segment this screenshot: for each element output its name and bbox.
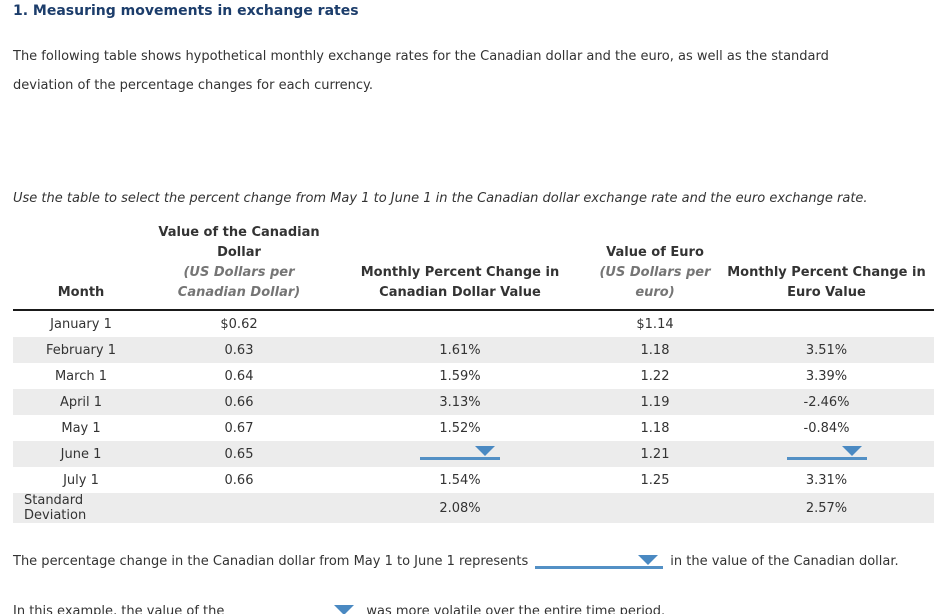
euro-pct-cell: -0.84% <box>803 420 850 436</box>
cad-pct-column-header: Monthly Percent Change in Canadian Dolla… <box>329 223 591 310</box>
cad-value-column-header: Value of the Canadian Dollar (US Dollars… <box>149 223 329 310</box>
cad-value-cell: 0.64 <box>224 368 254 384</box>
cad-value-cell: 0.66 <box>224 394 254 410</box>
cad-value-cell: 0.63 <box>224 342 254 358</box>
cad-pct-cell: 1.59% <box>439 368 481 384</box>
question-1-text-after: in the value of the Canadian dollar. <box>670 554 899 569</box>
month-cell: May 1 <box>61 420 101 436</box>
table-row-february: February 1 0.63 1.61% 1.18 3.51% <box>13 337 934 363</box>
euro-value-cell: 1.25 <box>640 472 670 488</box>
page-title: 1. Measuring movements in exchange rates <box>13 3 359 19</box>
euro-value-cell: 1.19 <box>640 394 670 410</box>
euro-value-header-label: Value of Euro <box>606 245 704 260</box>
euro-pct-cell <box>719 441 934 467</box>
euro-pct-header-label: Monthly Percent Change in Euro Value <box>727 265 926 300</box>
cad-value-cell: 0.65 <box>224 446 254 462</box>
month-cell: July 1 <box>63 472 99 488</box>
month-cell: June 1 <box>60 446 102 462</box>
chevron-down-icon <box>841 446 862 456</box>
euro-pct-cell: 3.39% <box>805 368 848 384</box>
cad-pct-header-label: Monthly Percent Change in Canadian Dolla… <box>360 265 560 300</box>
question-1: The percentage change in the Canadian do… <box>13 551 934 571</box>
exchange-rate-table: Month Value of the Canadian Dollar (US D… <box>13 223 934 523</box>
euro-pct-cell: 3.31% <box>805 472 848 488</box>
chevron-down-icon <box>475 446 495 456</box>
cad-value-cell <box>149 493 329 523</box>
cad-value-cell: 0.67 <box>224 420 254 436</box>
euro-pct-cell: 3.51% <box>805 342 848 358</box>
euro-value-cell: $1.14 <box>636 316 674 332</box>
question-2-text-before: In this example, the value of the <box>13 604 225 614</box>
month-column-header: Month <box>13 223 149 310</box>
euro-pct-cell: -2.46% <box>803 394 850 410</box>
euro-value-cell <box>591 493 719 523</box>
cad-value-subheader-label: (US Dollars per Canadian Dollar) <box>177 265 301 300</box>
month-cell: April 1 <box>59 394 103 410</box>
chevron-down-icon <box>638 555 659 565</box>
month-cell: Standard Deviation <box>24 493 87 523</box>
question-2: In this example, the value of the was mor… <box>13 601 934 614</box>
euro-pct-cell <box>719 310 934 337</box>
june-cad-pct-dropdown[interactable] <box>420 444 500 460</box>
cad-pct-cell: 1.52% <box>439 420 481 436</box>
month-header-label: Month <box>57 285 105 300</box>
instruction-text: Use the table to select the percent chan… <box>13 191 868 206</box>
table-row-june: June 1 0.65 1.21 <box>13 441 934 467</box>
euro-value-subheader-label: (US Dollars per euro) <box>599 265 711 300</box>
question-2-dropdown[interactable] <box>231 601 359 614</box>
table-row-january: January 1 $0.62 $1.14 <box>13 310 934 337</box>
cad-value-cell: 0.66 <box>224 472 254 488</box>
cad-pct-cell: 2.08% <box>439 500 481 516</box>
euro-value-cell: 1.21 <box>640 446 670 462</box>
month-cell: January 1 <box>50 316 112 332</box>
cad-pct-cell: 3.13% <box>439 394 481 410</box>
cad-pct-cell: 1.61% <box>439 342 481 358</box>
euro-pct-cell: 2.57% <box>805 500 848 516</box>
month-cell: March 1 <box>54 368 108 384</box>
table-row-july: July 1 0.66 1.54% 1.25 3.31% <box>13 467 934 493</box>
month-cell: February 1 <box>45 342 116 358</box>
chevron-down-icon <box>334 605 355 614</box>
cad-value-header-label: Value of the Canadian Dollar <box>158 225 320 260</box>
table-row-march: March 1 0.64 1.59% 1.22 3.39% <box>13 363 934 389</box>
euro-value-cell: 1.18 <box>640 342 670 358</box>
cad-value-cell: $0.62 <box>220 316 258 332</box>
question-2-text-after: was more volatile over the entire time p… <box>366 604 666 614</box>
cad-pct-cell: 1.54% <box>439 472 481 488</box>
header-row: Month Value of the Canadian Dollar (US D… <box>13 223 934 310</box>
euro-value-cell: 1.18 <box>640 420 670 436</box>
question-1-dropdown[interactable] <box>535 551 664 569</box>
table-row-april: April 1 0.66 3.13% 1.19 -2.46% <box>13 389 934 415</box>
intro-text: The following table shows hypothetical m… <box>13 49 829 93</box>
table-row-may: May 1 0.67 1.52% 1.18 -0.84% <box>13 415 934 441</box>
euro-pct-column-header: Monthly Percent Change in Euro Value <box>719 223 934 310</box>
cad-pct-cell <box>329 310 591 337</box>
question-1-text-before: The percentage change in the Canadian do… <box>13 554 529 569</box>
euro-value-cell: 1.22 <box>640 368 670 384</box>
table-row-standard-deviation: Standard Deviation 2.08% 2.57% <box>13 493 934 523</box>
june-euro-pct-dropdown[interactable] <box>786 444 867 460</box>
euro-value-column-header: Value of Euro (US Dollars per euro) <box>591 223 719 310</box>
cad-pct-cell <box>329 441 591 467</box>
